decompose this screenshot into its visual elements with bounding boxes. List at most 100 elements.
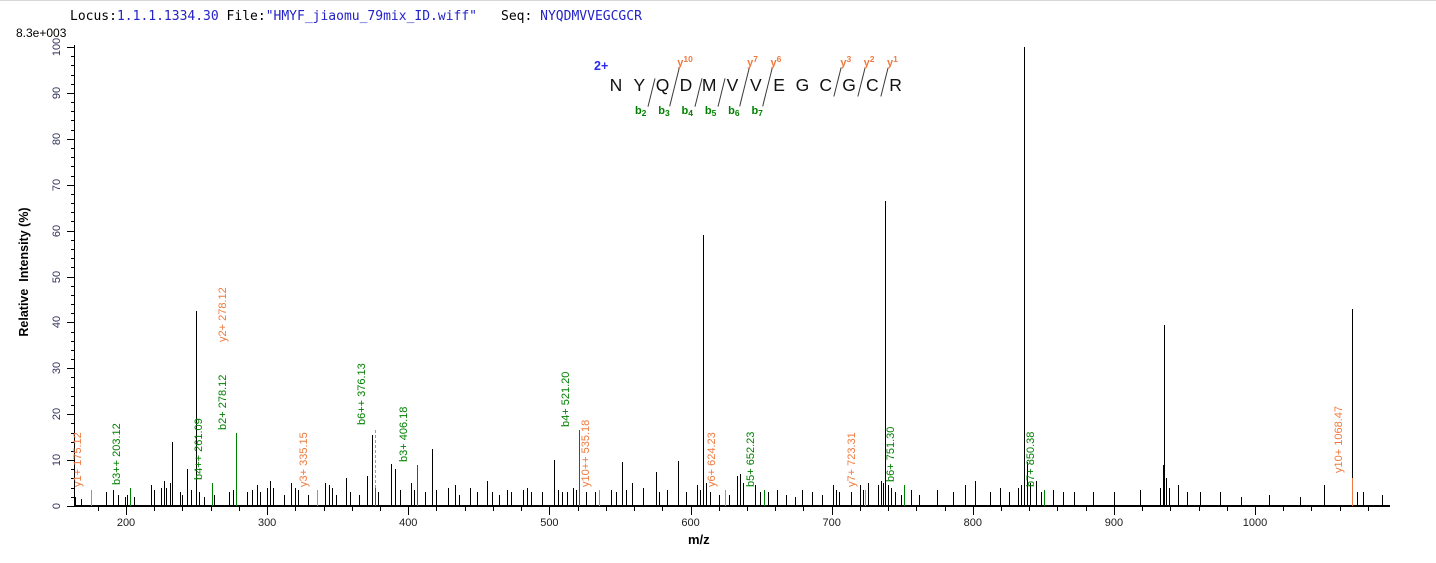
peak <box>169 483 171 506</box>
y-minor-tick <box>71 496 75 498</box>
x-minor-tick <box>1339 507 1341 511</box>
peak <box>80 499 82 506</box>
residue: R <box>889 75 902 95</box>
x-major-tick <box>972 507 974 515</box>
x-minor-tick <box>97 507 99 511</box>
y-major-tick <box>67 506 75 507</box>
x-major-tick <box>549 507 551 515</box>
peak <box>1357 492 1359 506</box>
y-ion-peak <box>90 489 92 506</box>
x-tick-label: 900 <box>1104 517 1124 529</box>
peak <box>867 483 869 506</box>
peak <box>878 485 880 506</box>
peak <box>594 492 596 506</box>
file-label: File: <box>218 9 266 24</box>
peak <box>346 478 348 506</box>
y-ion-label: y1 <box>886 54 898 69</box>
peak <box>371 434 373 506</box>
peak <box>885 200 887 506</box>
y-minor-tick <box>71 193 75 195</box>
y-minor-tick <box>71 65 75 67</box>
peak <box>888 485 890 506</box>
peak <box>391 463 393 506</box>
y-minor-tick <box>71 83 75 85</box>
residue: G <box>795 75 810 95</box>
peak <box>718 494 720 506</box>
peak <box>367 476 369 506</box>
peak <box>526 487 528 506</box>
x-minor-tick <box>944 507 946 511</box>
peak <box>477 492 479 506</box>
y-minor-tick <box>71 395 75 397</box>
peak <box>166 487 168 506</box>
locus-label: Locus: <box>70 9 117 24</box>
fragment-divider <box>647 78 656 107</box>
y-ion-peak <box>316 489 318 506</box>
peak <box>625 489 627 506</box>
x-minor-tick <box>182 507 184 511</box>
peak <box>413 489 415 506</box>
peak <box>642 487 644 506</box>
x-minor-tick <box>238 507 240 511</box>
peak <box>1035 480 1037 506</box>
x-major-tick <box>126 507 127 515</box>
b-ion-peak <box>236 432 238 506</box>
peak <box>1240 496 1242 506</box>
peak <box>203 496 205 506</box>
peak <box>127 494 129 506</box>
peak <box>257 485 259 506</box>
x-minor-tick <box>605 507 607 511</box>
peak-label: b5+ 652.23 <box>745 431 758 487</box>
peak <box>507 489 509 506</box>
seq-label: Seq: <box>501 9 541 24</box>
peak <box>179 492 181 506</box>
peak <box>284 494 286 506</box>
peak <box>247 492 249 506</box>
peak <box>1024 47 1026 506</box>
y-minor-tick <box>71 147 75 149</box>
y-minor-tick <box>71 487 75 489</box>
peak <box>411 483 413 506</box>
peak <box>702 235 704 506</box>
peak <box>937 489 939 506</box>
peak <box>186 469 188 506</box>
y-ion-peak <box>1351 478 1353 506</box>
y-tick-label: 10 <box>51 453 63 467</box>
y-minor-tick <box>71 331 75 333</box>
y-major-tick <box>67 92 75 94</box>
x-major-tick <box>831 507 833 515</box>
y-minor-tick <box>71 423 75 425</box>
peak <box>164 480 166 506</box>
peak-label: y6+ 624.23 <box>705 432 718 487</box>
peak <box>1300 496 1302 506</box>
x-minor-tick <box>634 507 636 511</box>
peak <box>511 492 513 506</box>
b-ion-peak <box>904 485 906 506</box>
seq-value: NYQDMVVEGCGCR <box>540 9 642 24</box>
fragment-divider <box>694 78 703 107</box>
peak <box>989 492 991 506</box>
residue: V <box>726 75 739 95</box>
peak <box>1113 492 1115 506</box>
x-minor-tick <box>1085 507 1087 511</box>
peak <box>677 461 679 506</box>
peak <box>394 469 396 506</box>
residue: N <box>609 75 623 95</box>
peak <box>1324 485 1326 506</box>
peak <box>573 487 575 506</box>
peak-label: y10++ 535.18 <box>580 419 593 487</box>
peak <box>113 489 115 506</box>
peak <box>190 489 192 506</box>
peak <box>851 492 853 506</box>
peak <box>542 492 544 506</box>
b-ion-peak <box>212 483 214 506</box>
peak <box>706 483 708 506</box>
peak <box>425 492 427 506</box>
x-tick-label: 500 <box>540 517 559 529</box>
peak <box>622 462 624 506</box>
peak <box>1269 494 1271 506</box>
x-minor-tick <box>1226 507 1228 511</box>
b-ion-peak <box>764 489 766 506</box>
peak <box>291 483 293 506</box>
peak <box>260 492 262 506</box>
